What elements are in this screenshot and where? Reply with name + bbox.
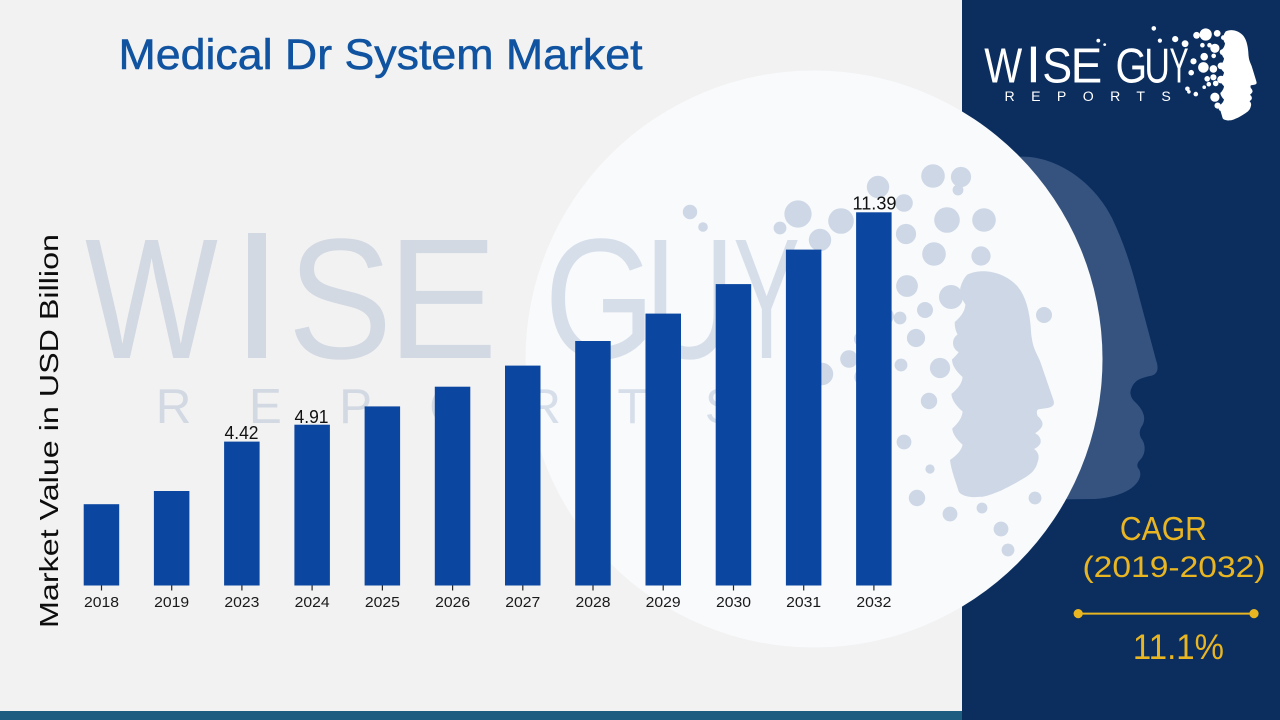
svg-text:2024: 2024 — [295, 594, 330, 611]
svg-text:2030: 2030 — [716, 594, 751, 611]
svg-text:2023: 2023 — [224, 594, 259, 611]
svg-text:11.39: 11.39 — [853, 193, 897, 214]
svg-text:11.1%: 11.1% — [1133, 627, 1224, 667]
svg-text:4.91: 4.91 — [295, 406, 329, 427]
svg-text:2028: 2028 — [576, 594, 611, 611]
svg-text:(2019-2032): (2019-2032) — [1083, 551, 1266, 584]
svg-text:Medical Dr System Market: Medical Dr System Market — [119, 31, 643, 79]
svg-text:2018: 2018 — [84, 594, 119, 611]
svg-text:2029: 2029 — [646, 594, 681, 611]
svg-text:CAGR: CAGR — [1120, 510, 1207, 547]
svg-text:Market Value in USD Billion: Market Value in USD Billion — [34, 234, 64, 628]
svg-text:4.42: 4.42 — [225, 422, 259, 443]
svg-text:2026: 2026 — [435, 594, 470, 611]
svg-text:2019: 2019 — [154, 594, 189, 611]
svg-text:2025: 2025 — [365, 594, 400, 611]
svg-text:2027: 2027 — [505, 594, 540, 611]
svg-text:2032: 2032 — [856, 594, 891, 611]
svg-text:2031: 2031 — [786, 594, 821, 611]
